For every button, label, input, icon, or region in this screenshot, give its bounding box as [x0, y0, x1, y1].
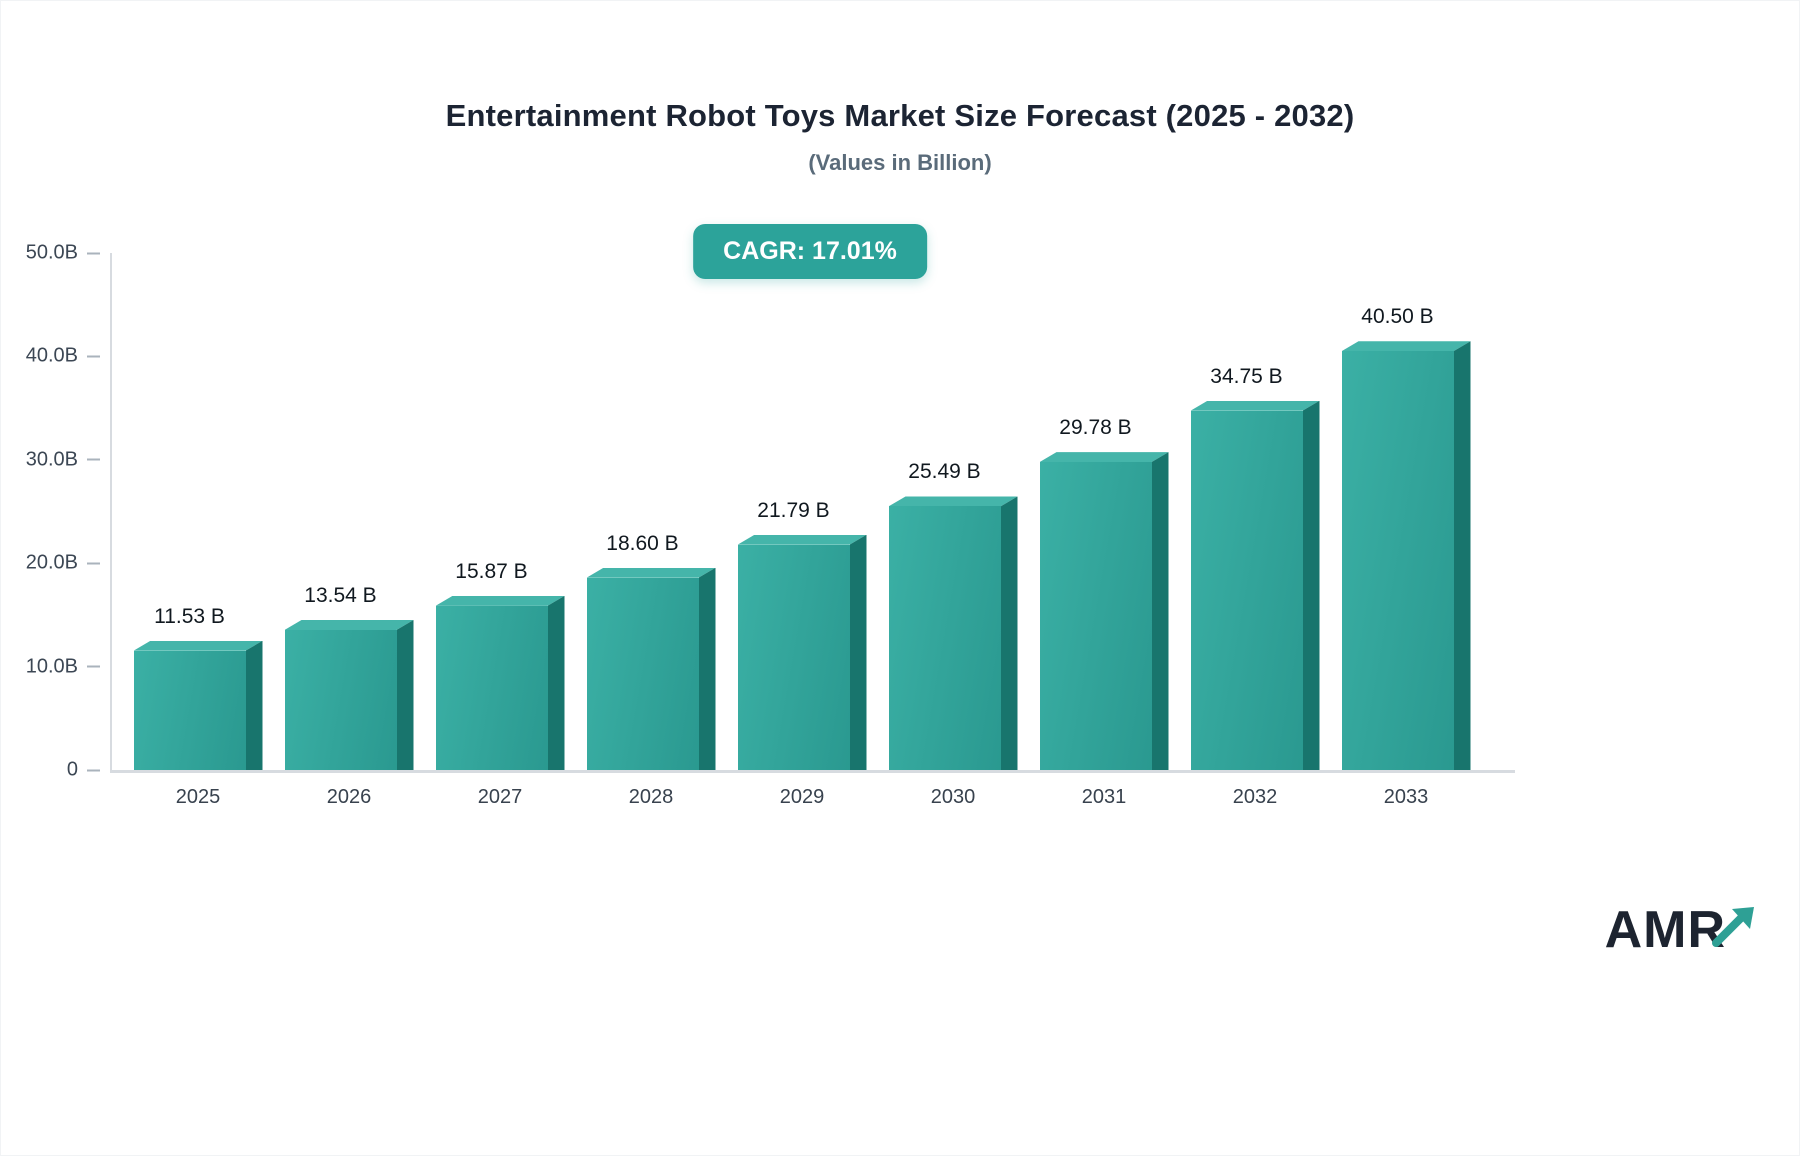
bar-top-face	[133, 640, 263, 651]
y-tick-text: 10.0B	[25, 655, 78, 678]
chart-title: Entertainment Robot Toys Market Size For…	[445, 98, 1355, 133]
x-tick-label: 2030	[930, 786, 976, 808]
bar-front-face	[1190, 410, 1303, 770]
bar-value-label: 34.75 B	[1210, 364, 1283, 388]
bar-group: 40.50 B 2033	[1340, 253, 1472, 808]
bar[interactable]: 40.50 B	[1341, 305, 1471, 770]
bar-top-face	[586, 567, 716, 578]
bar-group: 18.60 B 2028	[585, 253, 717, 808]
bar-group: 13.54 B 2026	[283, 253, 415, 808]
bar-top-face	[1341, 341, 1471, 352]
bar-front-face	[284, 630, 397, 770]
x-tick-label: 2028	[628, 786, 674, 808]
logo-text: AMR	[1604, 901, 1726, 959]
bar-front-face	[133, 650, 246, 770]
amr-logo: AMR	[1605, 898, 1758, 962]
y-tick-mark	[87, 458, 100, 461]
bar-value-label: 11.53 B	[154, 604, 225, 628]
bar-front-face	[737, 544, 850, 770]
y-tick-label: 10.0B	[26, 655, 100, 678]
y-tick-label: 50.0B	[26, 242, 100, 265]
bar-front-face	[1039, 462, 1152, 770]
bar-side-face	[245, 640, 263, 770]
bar-value-label: 25.49 B	[908, 460, 981, 484]
bar-value-label: 29.78 B	[1059, 416, 1132, 440]
y-tick-mark	[87, 562, 100, 565]
bar-value-label: 21.79 B	[757, 498, 830, 522]
bar-group: 29.78 B 2031	[1038, 253, 1170, 808]
bar-side-face	[1151, 452, 1169, 770]
bar-top-face	[888, 496, 1018, 507]
bar-side-face	[1453, 341, 1471, 770]
x-tick-label: 2026	[326, 786, 372, 808]
x-tick-label: 2031	[1081, 786, 1127, 808]
bar-top-face	[284, 620, 414, 630]
bar-value-label: 40.50 B	[1361, 305, 1434, 329]
x-tick-label: 2032	[1232, 786, 1278, 808]
y-tick-text: 30.0B	[25, 448, 78, 471]
bar-top-face	[737, 534, 867, 545]
bar[interactable]: 21.79 B	[737, 499, 867, 770]
bar[interactable]: 11.53 B	[133, 605, 263, 770]
bars: 11.53 B 2025 13.54 B 2026 15.87 B 2027 18.60 B…	[112, 253, 1512, 808]
bar-front-face	[1341, 351, 1454, 770]
y-axis-line	[110, 253, 112, 770]
y-tick-label: 0	[67, 759, 100, 782]
y-tick-label: 20.0B	[26, 552, 100, 575]
y-tick-text: 20.0B	[25, 551, 78, 574]
bar-group: 21.79 B 2029	[736, 253, 868, 808]
bar-side-face	[849, 534, 867, 770]
bar-front-face	[888, 506, 1001, 770]
bar-side-face	[1302, 400, 1320, 770]
bar[interactable]: 13.54 B	[284, 584, 414, 770]
bar[interactable]: 29.78 B	[1039, 416, 1169, 770]
y-tick-mark	[87, 355, 100, 358]
y-tick-mark	[87, 252, 100, 254]
growth-arrow-icon	[1712, 907, 1754, 947]
y-tick-text: 40.0B	[25, 344, 78, 367]
bar-top-face	[435, 595, 565, 606]
x-tick-label: 2025	[175, 786, 221, 808]
bar-value-label: 13.54 B	[304, 584, 377, 607]
y-axis: 0 10.0B 20.0B 30.0B 40.0B 50.0B	[0, 242, 104, 781]
bar-side-face	[698, 567, 716, 770]
cagr-badge: CAGR: 17.01%	[693, 224, 927, 279]
bar[interactable]: 25.49 B	[888, 460, 1018, 770]
chart-subtitle: (Values in Billion)	[808, 150, 992, 175]
y-tick-text: 0	[66, 758, 78, 781]
bar-group: 25.49 B 2030	[887, 253, 1019, 808]
y-tick-text: 50.0B	[25, 241, 78, 264]
bar-value-label: 15.87 B	[455, 559, 528, 583]
x-tick-label: 2027	[477, 786, 523, 808]
bar[interactable]: 18.60 B	[586, 532, 716, 770]
bar[interactable]: 15.87 B	[435, 560, 565, 770]
x-axis-line	[110, 770, 1515, 773]
x-tick-label: 2033	[1383, 786, 1429, 808]
bar-top-face	[1190, 400, 1320, 411]
bar-side-face	[547, 595, 565, 770]
x-tick-label: 2029	[779, 786, 825, 808]
y-tick-mark	[87, 665, 100, 668]
y-tick-label: 40.0B	[26, 345, 100, 368]
y-tick-mark	[87, 769, 100, 771]
bar-top-face	[1039, 452, 1169, 463]
bar-group: 34.75 B 2032	[1189, 253, 1321, 808]
bar-front-face	[435, 605, 548, 770]
bar-value-label: 18.60 B	[606, 531, 679, 555]
y-tick-label: 30.0B	[26, 448, 100, 471]
bar[interactable]: 34.75 B	[1190, 365, 1320, 770]
bar-group: 15.87 B 2027	[434, 253, 566, 808]
bar-side-face	[396, 620, 414, 770]
bar-group: 11.53 B 2025	[132, 253, 264, 808]
bar-side-face	[1000, 496, 1018, 770]
plot-area: 11.53 B 2025 13.54 B 2026 15.87 B 2027 18.60 B…	[112, 253, 1512, 808]
bar-front-face	[586, 577, 699, 770]
